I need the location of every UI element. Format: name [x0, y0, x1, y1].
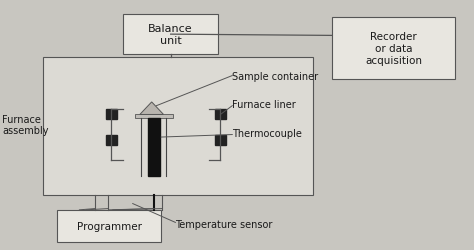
- Polygon shape: [140, 102, 164, 115]
- Text: Temperature sensor: Temperature sensor: [175, 219, 273, 229]
- Text: Furnace liner: Furnace liner: [232, 100, 296, 110]
- Bar: [43, 58, 313, 195]
- Text: Furnace
assembly: Furnace assembly: [2, 114, 49, 136]
- Bar: [215, 135, 226, 145]
- Bar: [135, 115, 173, 119]
- Text: Programmer: Programmer: [76, 221, 142, 231]
- Bar: [123, 15, 218, 55]
- Text: Balance
unit: Balance unit: [148, 24, 193, 46]
- Bar: [106, 110, 117, 120]
- Text: Sample container: Sample container: [232, 71, 319, 81]
- Text: Thermocouple: Thermocouple: [232, 129, 302, 139]
- Bar: [148, 119, 160, 176]
- Bar: [57, 210, 161, 242]
- Bar: [215, 110, 226, 120]
- Text: Recorder
or data
acquisition: Recorder or data acquisition: [365, 32, 422, 65]
- Bar: [106, 135, 117, 145]
- Bar: [332, 18, 455, 80]
